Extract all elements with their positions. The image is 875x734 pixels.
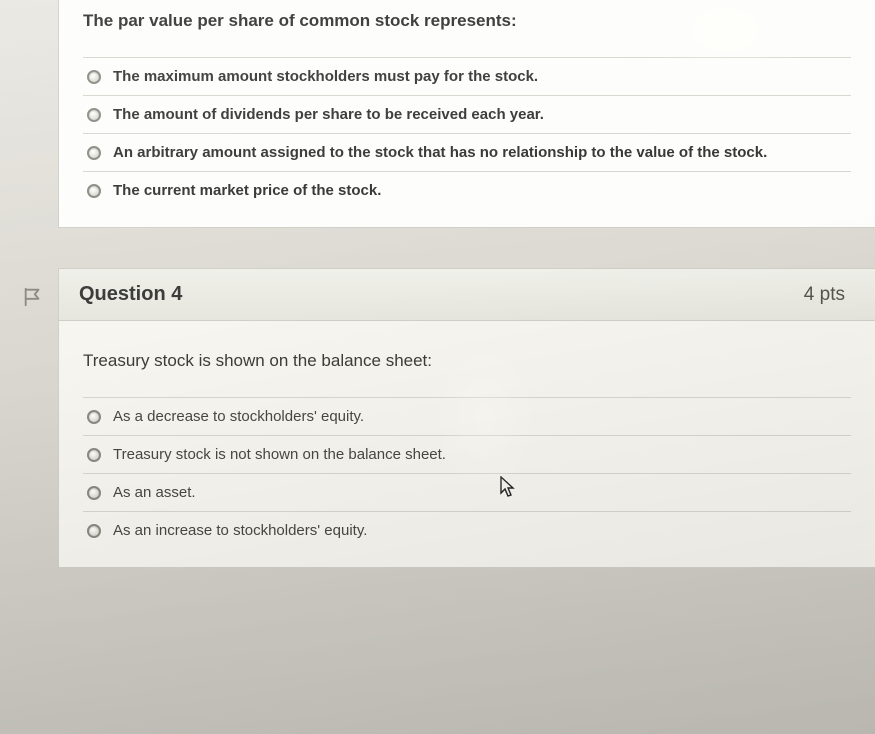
options-list: The maximum amount stockholders must pay… [83,57,851,209]
radio-icon[interactable] [87,524,101,538]
flag-icon[interactable] [22,286,44,308]
question-prompt: The par value per share of common stock … [83,11,851,31]
question-points: 4 pts [804,284,855,306]
question-card-4: Question 4 4 pts Treasury stock is shown… [0,268,875,568]
quiz-page: The par value per share of common stock … [0,0,875,734]
question-title: Question 4 [79,283,182,306]
radio-icon[interactable] [87,448,101,462]
question-card-3: The par value per share of common stock … [58,0,875,228]
radio-icon[interactable] [87,410,101,424]
option-text: The current market price of the stock. [113,182,381,199]
option-row[interactable]: As an increase to stockholders' equity. [83,512,851,549]
option-text: An arbitrary amount assigned to the stoc… [113,144,767,161]
question-body: Treasury stock is shown on the balance s… [58,321,875,568]
option-row[interactable]: As a decrease to stockholders' equity. [83,398,851,436]
option-row[interactable]: Treasury stock is not shown on the balan… [83,436,851,474]
radio-icon[interactable] [87,486,101,500]
option-row[interactable]: The maximum amount stockholders must pay… [83,58,851,96]
options-list: As a decrease to stockholders' equity. T… [83,397,851,549]
option-text: Treasury stock is not shown on the balan… [113,446,446,463]
radio-icon[interactable] [87,184,101,198]
option-row[interactable]: The amount of dividends per share to be … [83,96,851,134]
radio-icon[interactable] [87,108,101,122]
option-text: As an asset. [113,484,196,501]
option-row[interactable]: An arbitrary amount assigned to the stoc… [83,134,851,172]
radio-icon[interactable] [87,70,101,84]
option-text: As a decrease to stockholders' equity. [113,408,364,425]
option-text: The amount of dividends per share to be … [113,106,544,123]
option-row[interactable]: The current market price of the stock. [83,172,851,209]
question-prompt: Treasury stock is shown on the balance s… [83,351,851,371]
radio-icon[interactable] [87,146,101,160]
option-text: As an increase to stockholders' equity. [113,522,367,539]
option-text: The maximum amount stockholders must pay… [113,68,538,85]
option-row[interactable]: As an asset. [83,474,851,512]
question-header: Question 4 4 pts [58,268,875,321]
